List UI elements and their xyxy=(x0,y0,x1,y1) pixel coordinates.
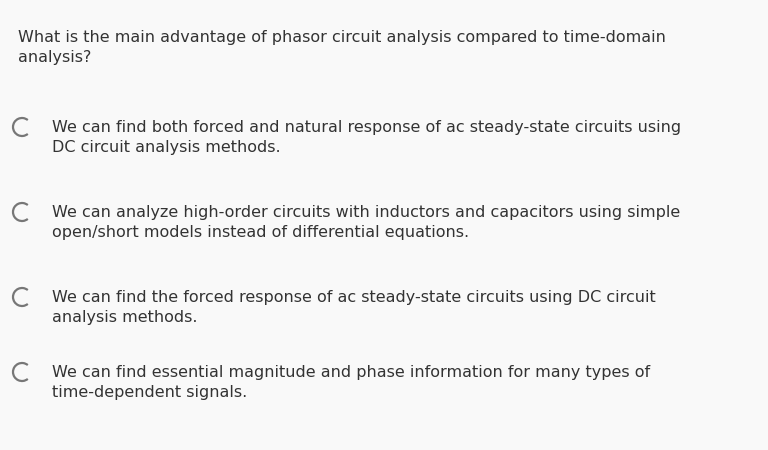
Text: We can find essential magnitude and phase information for many types of
time-dep: We can find essential magnitude and phas… xyxy=(52,365,650,400)
Text: We can analyze high-order circuits with inductors and capacitors using simple
op: We can analyze high-order circuits with … xyxy=(52,205,680,240)
Text: We can find the forced response of ac steady-state circuits using DC circuit
ana: We can find the forced response of ac st… xyxy=(52,290,656,325)
Text: What is the main advantage of phasor circuit analysis compared to time-domain
an: What is the main advantage of phasor cir… xyxy=(18,30,666,65)
Text: We can find both forced and natural response of ac steady-state circuits using
D: We can find both forced and natural resp… xyxy=(52,120,681,155)
